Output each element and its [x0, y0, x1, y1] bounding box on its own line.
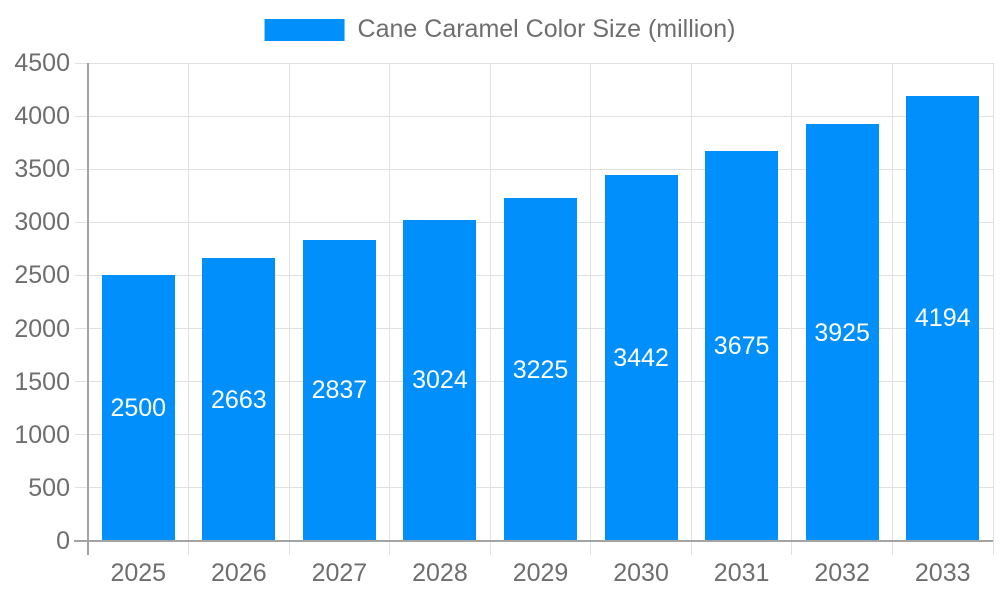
legend-label: Cane Caramel Color Size (million) — [357, 15, 736, 43]
x-axis-line — [74, 540, 993, 542]
y-gridline — [88, 62, 993, 64]
bar-value-label: 4194 — [914, 304, 971, 333]
y-axis-tick-label: 1000 — [14, 420, 70, 449]
bar-2031[interactable] — [705, 150, 779, 541]
y-gridline — [88, 168, 993, 170]
bar-value-label: 2500 — [110, 394, 167, 423]
y-gridline — [88, 115, 993, 117]
x-axis-tick-label: 2029 — [512, 559, 569, 587]
x-axis-tick-label: 2030 — [613, 559, 669, 587]
x-gridline — [489, 63, 491, 555]
y-tick — [75, 274, 88, 276]
y-tick — [75, 434, 88, 436]
y-axis-line — [87, 63, 89, 555]
y-axis-tick-label: 3000 — [14, 208, 70, 237]
bar-2033[interactable] — [906, 95, 980, 541]
x-axis-tick-label: 2031 — [713, 559, 770, 587]
x-gridline — [992, 63, 994, 555]
y-tick — [75, 168, 88, 170]
y-tick — [75, 487, 88, 489]
bar-2027[interactable] — [302, 239, 376, 541]
bar-value-label: 3442 — [613, 344, 669, 373]
bar-2030[interactable] — [604, 175, 678, 541]
bar-2026[interactable] — [202, 258, 276, 541]
y-tick — [75, 328, 88, 330]
bar-2028[interactable] — [403, 219, 477, 541]
x-axis-tick-label: 2026 — [211, 559, 267, 587]
bar-value-label: 3925 — [814, 318, 870, 347]
x-axis-tick-label: 2028 — [412, 559, 468, 587]
x-gridline — [188, 63, 190, 555]
y-axis-tick-label: 1500 — [14, 367, 70, 396]
y-axis-tick-label: 4500 — [14, 49, 70, 77]
bar-2025[interactable] — [101, 275, 175, 541]
y-axis-tick-label: 3500 — [14, 155, 70, 184]
x-axis-tick-label: 2025 — [110, 559, 167, 587]
y-axis-tick-label: 500 — [28, 473, 70, 502]
bar-value-label: 2663 — [211, 385, 267, 414]
legend[interactable]: Cane Caramel Color Size (million) — [264, 15, 736, 44]
bar-2029[interactable] — [504, 198, 577, 541]
x-gridline — [590, 63, 592, 555]
bar-2032[interactable] — [805, 124, 879, 541]
x-axis-tick-label: 2032 — [814, 559, 870, 587]
bar-value-label: 3024 — [412, 366, 468, 395]
y-axis-tick-label: 0 — [56, 527, 70, 555]
x-axis-tick-label: 2033 — [914, 559, 971, 587]
legend-swatch-icon — [264, 18, 345, 41]
x-gridline — [791, 63, 793, 555]
y-tick — [75, 115, 88, 117]
x-gridline — [690, 63, 692, 555]
x-axis-tick-label: 2027 — [311, 559, 368, 587]
bar-value-label: 3675 — [713, 331, 770, 360]
y-tick — [75, 62, 88, 64]
bar-value-label: 2837 — [311, 376, 368, 405]
bar-value-label: 3225 — [512, 355, 569, 384]
x-gridline — [288, 63, 290, 555]
y-axis-tick-label: 2000 — [14, 314, 70, 343]
y-tick — [75, 381, 88, 383]
y-axis-tick-label: 4000 — [14, 102, 70, 131]
y-axis-tick-label: 2500 — [14, 261, 70, 290]
y-tick — [75, 221, 88, 223]
x-gridline — [891, 63, 893, 555]
x-gridline — [389, 63, 391, 555]
